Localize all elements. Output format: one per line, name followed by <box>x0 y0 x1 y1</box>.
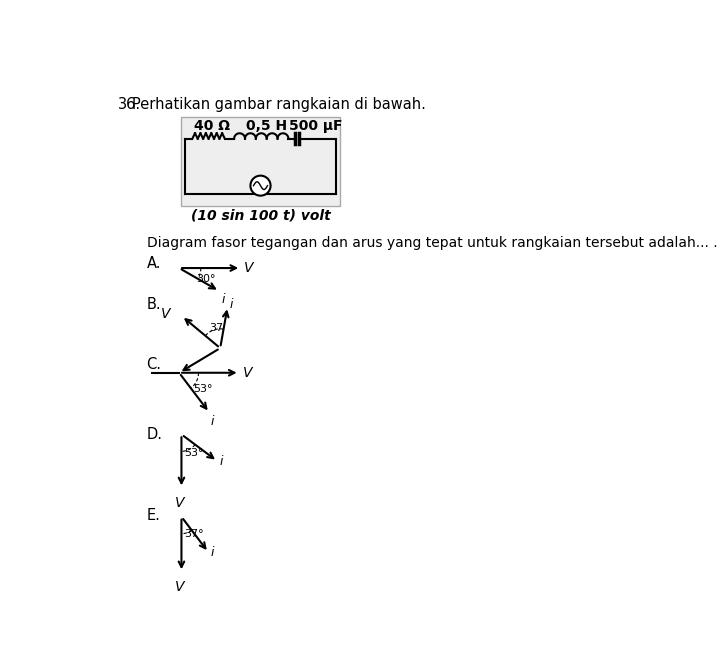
Text: 37°: 37° <box>184 529 204 539</box>
Text: 53°: 53° <box>193 384 212 394</box>
Circle shape <box>251 176 271 196</box>
Text: i: i <box>220 455 223 468</box>
Text: V: V <box>244 261 253 275</box>
Text: A.: A. <box>147 256 161 271</box>
Text: 0,5 H: 0,5 H <box>246 119 287 133</box>
Text: 36.: 36. <box>118 97 141 112</box>
Text: Diagram fasor tegangan dan arus yang tepat untuk rangkaian tersebut adalah... .: Diagram fasor tegangan dan arus yang tep… <box>147 236 717 250</box>
Text: V: V <box>175 580 184 594</box>
Text: i: i <box>222 293 225 306</box>
Text: 30°: 30° <box>196 274 216 284</box>
Text: V: V <box>175 496 184 510</box>
Text: E.: E. <box>147 508 161 522</box>
Text: Perhatikan gambar rangkaian di bawah.: Perhatikan gambar rangkaian di bawah. <box>132 97 426 112</box>
Text: 40 Ω: 40 Ω <box>194 119 230 133</box>
Text: D.: D. <box>147 427 163 442</box>
Text: B.: B. <box>147 297 161 313</box>
Text: i: i <box>211 546 215 559</box>
Text: C.: C. <box>147 357 161 372</box>
Text: i: i <box>230 299 233 311</box>
Text: V: V <box>161 307 171 321</box>
Text: 500 μF: 500 μF <box>289 119 342 133</box>
Text: i: i <box>211 415 215 428</box>
Text: V: V <box>243 366 252 380</box>
Bar <box>181 117 341 206</box>
Text: 53°: 53° <box>184 448 203 458</box>
Text: (10 sin 100 t) volt: (10 sin 100 t) volt <box>191 208 330 222</box>
Text: 37: 37 <box>210 323 223 333</box>
